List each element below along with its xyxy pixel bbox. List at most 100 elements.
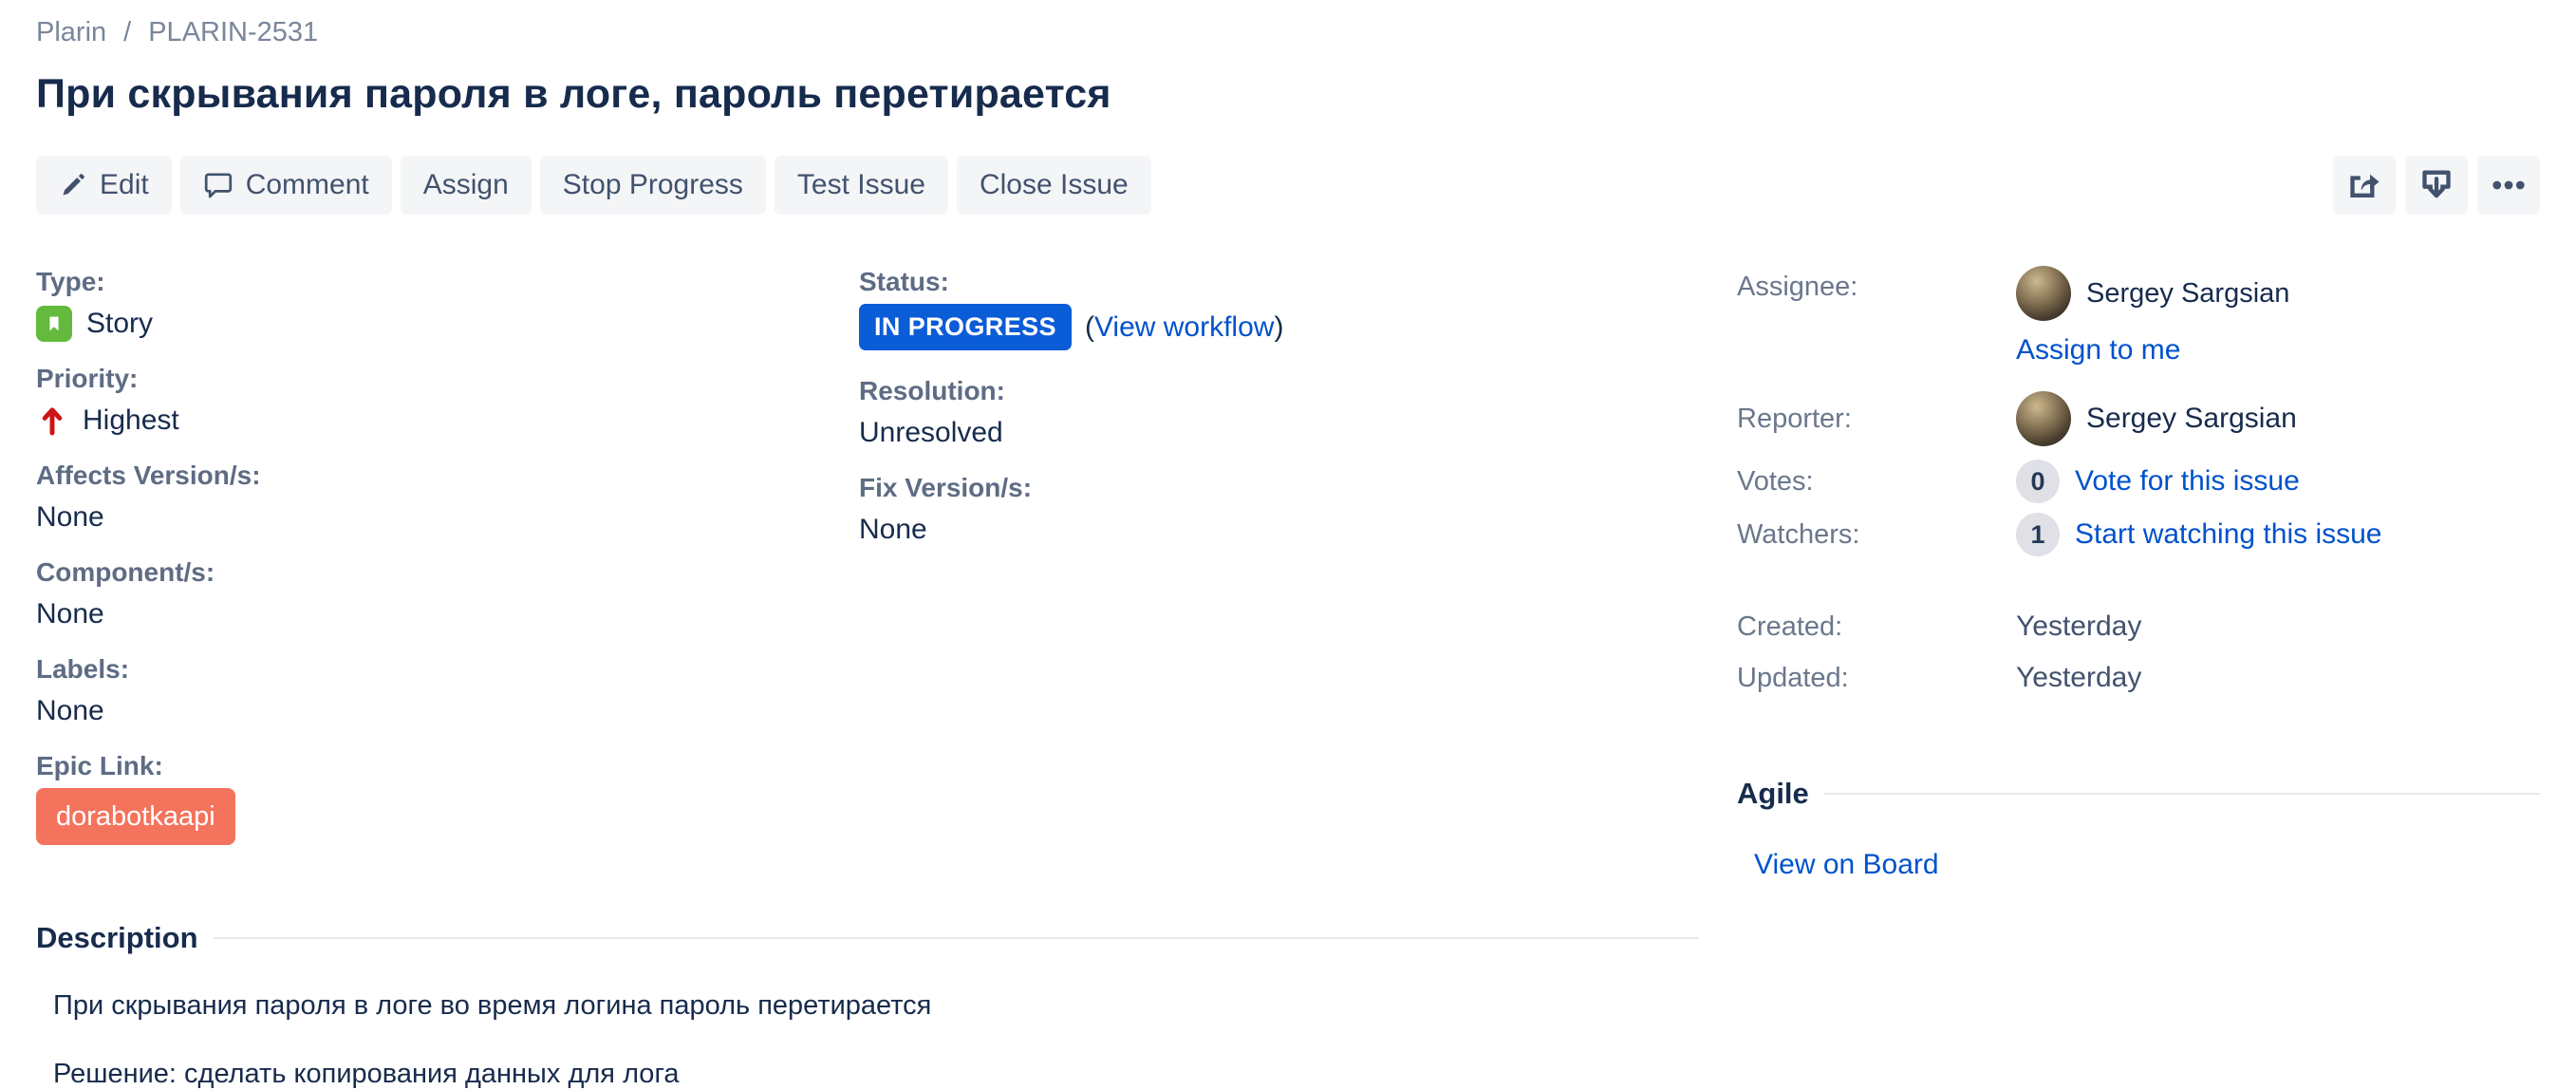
affects-version-label: Affects Version/s: xyxy=(36,460,261,490)
updated-row: Updated: Yesterday xyxy=(1737,657,2540,699)
assign-button-label: Assign xyxy=(422,169,509,200)
comment-bubble-icon xyxy=(203,170,233,200)
details-module: Type: Story Priority: xyxy=(36,266,1699,864)
description-header: Description xyxy=(36,921,1699,955)
field-fix-version: Fix Version/s: None xyxy=(859,472,1699,550)
field-priority: Priority: Highest xyxy=(36,363,859,441)
main-column: Type: Story Priority: xyxy=(36,266,1699,1090)
issue-title: При скрывания пароля в логе, пароль пере… xyxy=(36,71,1111,117)
close-issue-button-label: Close Issue xyxy=(979,169,1129,200)
reporter-name[interactable]: Sergey Sargsian xyxy=(2086,403,2297,434)
assign-to-me-link[interactable]: Assign to me xyxy=(2016,334,2181,366)
assignee-name[interactable]: Sergey Sargsian xyxy=(2086,277,2290,309)
status-label: Status: xyxy=(859,267,949,296)
description-body: При скрывания пароля в логе во время лог… xyxy=(36,987,1699,1090)
field-status: Status: IN PROGRESS (View workflow) xyxy=(859,266,1699,350)
status-badge: IN PROGRESS xyxy=(859,304,1072,350)
reporter-avatar[interactable] xyxy=(2016,391,2071,446)
field-labels: Labels: None xyxy=(36,653,859,731)
updated-value: Yesterday xyxy=(2016,662,2142,693)
field-epic-link: Epic Link: dorabotkaapi xyxy=(36,750,859,845)
priority-label: Priority: xyxy=(36,364,139,393)
share-button[interactable] xyxy=(2333,156,2396,215)
watchers-count-badge[interactable]: 1 xyxy=(2016,513,2060,556)
toolbar-icon-group xyxy=(2333,156,2540,215)
affects-version-value: None xyxy=(36,501,104,533)
description-divider xyxy=(213,937,1699,939)
watchers-label: Watchers: xyxy=(1737,519,1860,550)
sidebar: Assignee: Sergey Sargsian Assign to me R… xyxy=(1699,266,2540,1090)
assign-button[interactable]: Assign xyxy=(400,156,532,215)
reporter-label: Reporter: xyxy=(1737,404,1852,434)
close-issue-button[interactable]: Close Issue xyxy=(956,156,1151,215)
assignee-label: Assignee: xyxy=(1737,272,1858,302)
dates-module: Created: Yesterday Updated: Yesterday xyxy=(1737,606,2540,699)
assignee-avatar[interactable] xyxy=(2016,266,2071,321)
workflow-paren-open: ( xyxy=(1084,310,1094,343)
fix-version-label: Fix Version/s: xyxy=(859,473,1033,502)
story-type-icon xyxy=(36,306,72,342)
comment-button[interactable]: Comment xyxy=(179,156,392,215)
components-label: Component/s: xyxy=(36,557,215,587)
priority-highest-icon xyxy=(36,404,68,437)
votes-label: Votes: xyxy=(1737,466,1814,497)
breadcrumb-issue-link[interactable]: PLARIN-2531 xyxy=(148,17,319,47)
updated-label: Updated: xyxy=(1737,663,1849,693)
created-label: Created: xyxy=(1737,611,1843,642)
votes-count-badge[interactable]: 0 xyxy=(2016,460,2060,503)
field-resolution: Resolution: Unresolved xyxy=(859,375,1699,453)
breadcrumb: Plarin / PLARIN-2531 xyxy=(0,0,2576,48)
description-title: Description xyxy=(36,921,198,954)
more-icon xyxy=(2489,165,2529,205)
description-paragraph: При скрывания пароля в логе во время лог… xyxy=(53,990,932,1021)
more-button[interactable] xyxy=(2477,156,2540,215)
fix-version-value: None xyxy=(859,514,927,545)
assignee-row: Assignee: Sergey Sargsian Assign to me xyxy=(1737,266,2540,366)
type-label: Type: xyxy=(36,267,105,296)
agile-title: Agile xyxy=(1737,777,1809,810)
agile-divider xyxy=(1823,793,2540,795)
epic-link-badge[interactable]: dorabotkaapi xyxy=(36,788,235,845)
toolbar-button-group: Edit Comment Assign Stop Progress Test I… xyxy=(36,156,1151,215)
stop-progress-button-label: Stop Progress xyxy=(562,169,743,200)
test-issue-button-label: Test Issue xyxy=(796,169,925,200)
labels-value: None xyxy=(36,695,104,726)
components-value: None xyxy=(36,598,104,630)
resolution-value: Unresolved xyxy=(859,417,1003,448)
type-value: Story xyxy=(86,308,154,339)
view-workflow-link[interactable]: View workflow xyxy=(1093,310,1275,343)
export-button[interactable] xyxy=(2405,156,2468,215)
agile-header: Agile xyxy=(1737,777,2540,811)
description-module: Description При скрывания пароля в логе … xyxy=(36,921,1699,1090)
epic-link-label: Epic Link: xyxy=(36,751,163,780)
view-workflow-wrapper: (View workflow) xyxy=(1085,311,1284,344)
priority-value: Highest xyxy=(83,404,179,436)
details-left-column: Type: Story Priority: xyxy=(36,266,859,864)
field-components: Component/s: None xyxy=(36,556,859,634)
field-affects-version: Affects Version/s: None xyxy=(36,460,859,537)
reporter-row: Reporter: Sergey Sargsian xyxy=(1737,391,2540,446)
field-type: Type: Story xyxy=(36,266,859,344)
pencil-icon xyxy=(59,171,87,199)
resolution-label: Resolution: xyxy=(859,376,1005,405)
test-issue-button[interactable]: Test Issue xyxy=(774,156,948,215)
details-middle-column: Status: IN PROGRESS (View workflow) Reso… xyxy=(859,266,1699,864)
comment-button-label: Comment xyxy=(245,169,369,200)
breadcrumb-separator: / xyxy=(123,17,132,47)
edit-button[interactable]: Edit xyxy=(36,156,172,215)
agile-module: Agile View on Board xyxy=(1737,777,2540,881)
start-watching-link[interactable]: Start watching this issue xyxy=(2075,518,2382,550)
breadcrumb-project-link[interactable]: Plarin xyxy=(36,17,107,47)
created-row: Created: Yesterday xyxy=(1737,606,2540,648)
created-value: Yesterday xyxy=(2016,611,2142,642)
toolbar: Edit Comment Assign Stop Progress Test I… xyxy=(36,156,2540,215)
vote-for-issue-link[interactable]: Vote for this issue xyxy=(2075,465,2300,497)
watchers-row: Watchers: 1 Start watching this issue xyxy=(1737,513,2540,556)
labels-label: Labels: xyxy=(36,654,130,684)
stop-progress-button[interactable]: Stop Progress xyxy=(539,156,766,215)
view-on-board-link[interactable]: View on Board xyxy=(1754,849,1939,880)
edit-button-label: Edit xyxy=(100,169,149,200)
content-area: Type: Story Priority: xyxy=(0,266,2576,1090)
share-icon xyxy=(2345,166,2383,204)
